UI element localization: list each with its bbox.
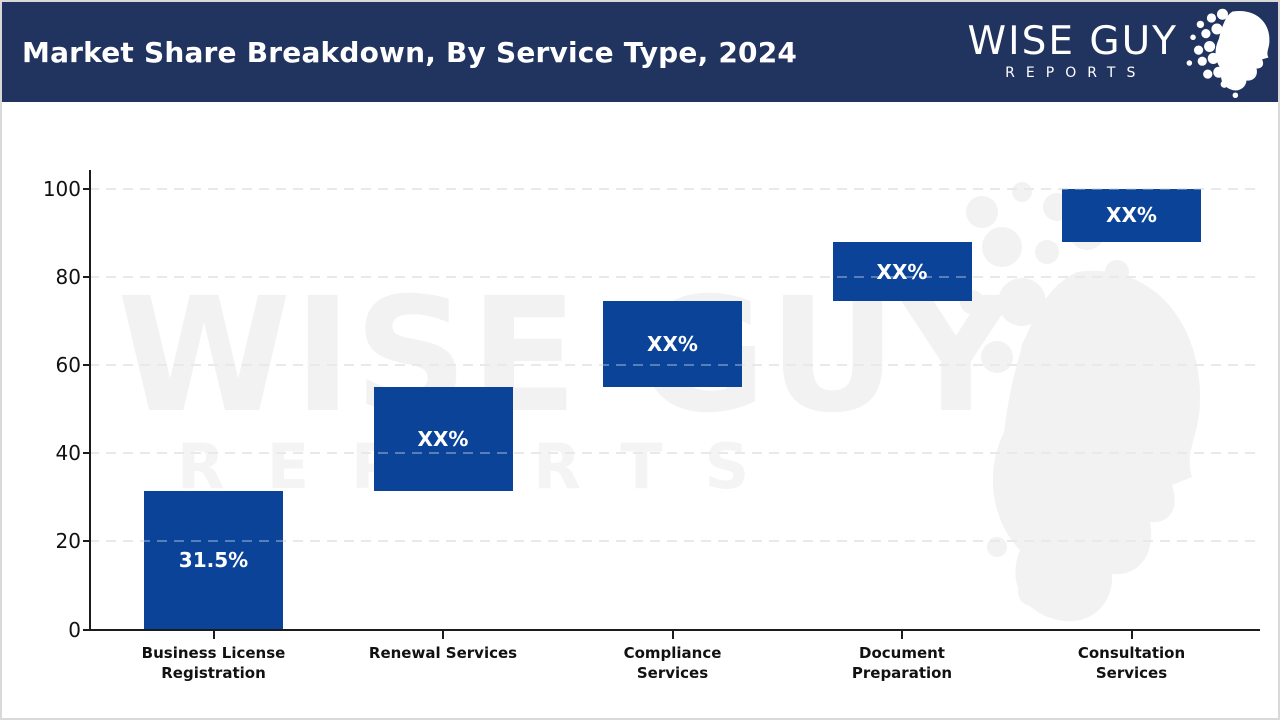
bar-value-label: XX% — [1106, 203, 1157, 228]
waterfall-bar: XX% — [832, 241, 972, 302]
gridline — [89, 188, 1259, 190]
y-axis-line — [89, 170, 91, 631]
x-tick-mark — [442, 630, 444, 639]
brand-logo-text: WISE GUY REPORTS — [968, 22, 1178, 82]
y-tick-mark — [83, 364, 90, 367]
head-profile-dots-icon — [1186, 8, 1270, 98]
y-tick-mark — [83, 540, 90, 543]
y-tick-mark — [83, 452, 90, 455]
y-tick-label: 60 — [55, 353, 81, 378]
y-tick-label: 100 — [42, 177, 81, 201]
bar-value-label: XX% — [647, 332, 698, 357]
x-tick-mark — [671, 630, 674, 639]
waterfall-bar: 31.5% — [144, 490, 283, 630]
x-tick-mark — [212, 630, 215, 639]
brand-subname: REPORTS — [1005, 65, 1147, 81]
gridline — [89, 540, 1259, 543]
y-tick-mark — [83, 276, 90, 279]
y-tick-label: 20 — [55, 529, 81, 554]
x-tick-label: Consultation Services — [1077, 643, 1186, 682]
bar-value-label: XX% — [417, 426, 469, 451]
x-tick-label: Document Preparation — [851, 643, 953, 682]
x-tick-label: Business License Registration — [141, 643, 286, 682]
gridline-overlay — [89, 452, 1259, 455]
y-tick-mark — [83, 188, 90, 190]
waterfall-bar: XX% — [373, 387, 513, 491]
y-tick-label: 40 — [55, 441, 81, 466]
y-tick-label: 80 — [55, 265, 81, 290]
y-tick-label: 0 — [68, 617, 81, 642]
brand-name: WISE GUY — [967, 19, 1178, 64]
x-tick-label: Compliance Services — [623, 643, 722, 682]
waterfall-bar: XX% — [603, 301, 742, 388]
gridline — [89, 452, 1259, 455]
x-axis-line — [89, 628, 1260, 631]
gridline — [89, 276, 1259, 279]
bar-value-label: XX% — [876, 259, 928, 284]
gridline-overlay — [89, 364, 1259, 367]
header-bar: Market Share Breakdown, By Service Type,… — [2, 2, 1278, 102]
x-tick-mark — [901, 630, 903, 639]
brand-logo: WISE GUY REPORTS — [968, 2, 1276, 102]
bar-value-label: 31.5% — [178, 548, 249, 573]
gridline-overlay — [89, 276, 1259, 279]
page-title: Market Share Breakdown, By Service Type,… — [22, 35, 798, 69]
x-tick-label: Renewal Services — [368, 643, 518, 662]
gridline-overlay — [89, 540, 1259, 543]
x-tick-mark — [1130, 630, 1133, 639]
y-tick-mark — [83, 628, 90, 631]
waterfall-bar: XX% — [1062, 189, 1201, 242]
gridline-overlay — [89, 188, 1259, 190]
